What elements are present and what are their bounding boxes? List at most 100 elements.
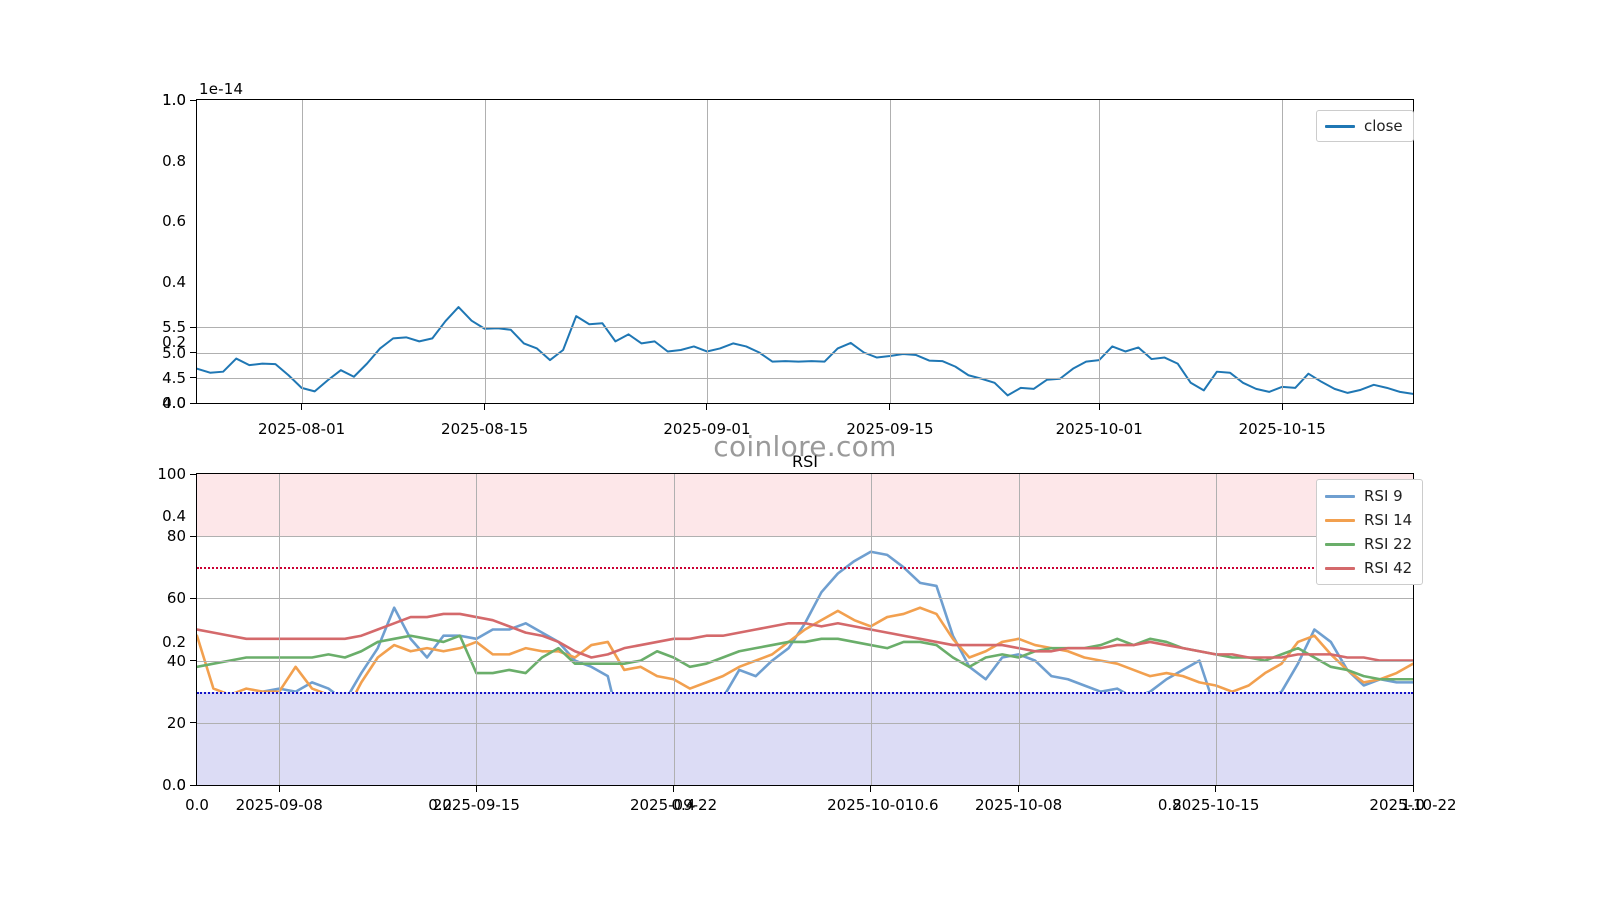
price-line-svg [197, 306, 1413, 397]
rsi-panel-title: RSI [792, 452, 818, 471]
price-y-tick-label: 5.5 [162, 318, 186, 337]
rsi-y-tick-mark [190, 535, 196, 537]
price-x-tick-label: 2025-09-15 [846, 420, 934, 438]
legend-label-rsi-22: RSI 22 [1364, 535, 1413, 553]
price-gridline-v [301, 100, 303, 403]
rsi-y-tick-label: 20 [166, 713, 186, 732]
legend-row-rsi-42[interactable]: RSI 42 [1325, 559, 1412, 577]
rsi-y-tick-label-secondary: 0.2 [162, 632, 186, 651]
rsi-y-tick-mark [190, 722, 196, 724]
rsi-x-tick-label-normalized: 0.4 [671, 796, 696, 814]
rsi-gridline-v [870, 474, 872, 785]
rsi-x-tick-mark [673, 786, 675, 792]
price-x-tick-mark [889, 404, 891, 410]
rsi-chart-legend[interactable]: RSI 9 RSI 14 RSI 22 RSI 42 [1316, 479, 1424, 585]
price-gridline-h [197, 352, 1413, 354]
rsi-x-tick-label: 2025-10-01 [827, 796, 915, 814]
price-x-tick-mark [706, 404, 708, 410]
price-y-tick-mark [190, 402, 196, 404]
price-gridline-v [889, 100, 891, 403]
rsi-x-tick-label-normalized: 0.2 [428, 796, 453, 814]
rsi-x-tick-mark [1215, 786, 1217, 792]
legend-label-close: close [1364, 117, 1403, 135]
price-y-tick-label-secondary: 0.2 [162, 333, 186, 352]
price-y-tick-label: 4.0 [162, 394, 186, 412]
legend-row-rsi-22[interactable]: RSI 22 [1325, 535, 1412, 553]
price-series-close [197, 306, 1413, 397]
rsi-gridline-h [197, 598, 1413, 600]
legend-label-rsi-42: RSI 42 [1364, 559, 1413, 577]
rsi-gridline-h [197, 660, 1413, 662]
rsi-x-tick-label-normalized: 0.0 [185, 796, 209, 814]
rsi-x-tick-label-normalized: 0.6 [914, 796, 939, 814]
rsi-gridline-h [197, 536, 1413, 538]
rsi-y-tick-label: 60 [166, 589, 186, 608]
watermark-coinlore: coinlore.com [713, 430, 897, 463]
rsi-series-rsi-42 [197, 612, 1413, 662]
rsi-x-tick-label: 2025-09-08 [235, 796, 323, 814]
rsi-gridline-v [476, 474, 478, 785]
rsi-x-tick-mark [1412, 786, 1414, 792]
price-chart-legend[interactable]: close [1316, 110, 1414, 142]
rsi-gridline-h [197, 722, 1413, 724]
rsi-x-tick-label-normalized: 0.8 [1157, 796, 1182, 814]
price-x-tick-mark [301, 404, 303, 410]
price-x-tick-label: 2025-08-15 [441, 420, 529, 438]
legend-swatch-rsi-9 [1325, 494, 1355, 498]
price-x-tick-label: 2025-10-01 [1055, 420, 1143, 438]
price-y-tick-label-secondary: 0.6 [162, 212, 186, 231]
rsi-x-tick-mark [278, 786, 280, 792]
legend-swatch-rsi-42 [1325, 566, 1355, 570]
price-y-tick-label: 1.0 [162, 91, 186, 109]
price-y-tick-label-secondary: 0.4 [162, 272, 186, 291]
price-x-tick-label: 2025-08-01 [258, 420, 346, 438]
price-y-tick-label: 4.5 [162, 368, 186, 387]
rsi-gridline-v [279, 474, 281, 785]
rsi-x-tick-mark [1018, 786, 1020, 792]
price-y-tick-mark [190, 326, 196, 328]
rsi-gridline-v [673, 474, 675, 785]
rsi-y-tick-label: 40 [166, 651, 186, 670]
price-gridline-h [197, 377, 1413, 379]
price-x-tick-mark [1098, 404, 1100, 410]
rsi-x-tick-mark [475, 786, 477, 792]
oversold-threshold-line [197, 691, 1413, 694]
rsi-y-tick-mark [190, 597, 196, 599]
rsi-series-rsi-14 [197, 606, 1413, 715]
price-y-tick-label-secondary: 0.8 [162, 151, 186, 170]
rsi-gridline-v [1018, 474, 1020, 785]
price-gridline-v [1099, 100, 1101, 403]
rsi-x-tick-label: 2025-10-22 [1369, 796, 1457, 814]
price-chart-plot-area [196, 99, 1414, 404]
overbought-threshold-line [197, 567, 1413, 570]
price-gridline-v [484, 100, 486, 403]
price-x-tick-mark [1281, 404, 1283, 410]
rsi-y-tick-label: 80 [166, 527, 186, 546]
rsi-y-tick-label: 0 [176, 776, 186, 794]
price-y-tick-label-secondary: 1.0 [162, 91, 186, 109]
price-y-tick-mark [190, 352, 196, 353]
legend-row-rsi-9[interactable]: RSI 9 [1325, 487, 1412, 505]
rsi-y-tick-mark [190, 473, 196, 475]
price-x-tick-label: 2025-10-15 [1238, 420, 1326, 438]
legend-row-rsi-14[interactable]: RSI 14 [1325, 511, 1412, 529]
legend-label-rsi-14: RSI 14 [1364, 511, 1413, 529]
price-y-tick-mark [190, 377, 196, 379]
rsi-x-tick-mark [870, 786, 872, 792]
rsi-x-tick-label-normalized: 1.0 [1401, 796, 1425, 814]
rsi-x-tick-label: 2025-10-08 [975, 796, 1063, 814]
price-x-tick-label: 2025-09-01 [663, 420, 751, 438]
price-gridline-v [1282, 100, 1284, 403]
rsi-line-svg [197, 550, 1413, 753]
rsi-x-tick-label: 2025-09-15 [432, 796, 520, 814]
rsi-y-tick-mark [190, 784, 196, 786]
rsi-y-tick-label-secondary: 0.4 [162, 506, 186, 525]
rsi-y-tick-label: 100 [157, 465, 186, 483]
legend-label-rsi-9: RSI 9 [1364, 487, 1403, 505]
rsi-x-tick-label: 2025-10-15 [1172, 796, 1260, 814]
price-y-axis-offset-label: 1e-14 [199, 80, 244, 98]
price-y-tick-mark [190, 99, 196, 101]
price-gridline-h [197, 327, 1413, 329]
price-y-tick-label-secondary: 0.0 [162, 394, 186, 412]
legend-swatch-close [1325, 124, 1355, 128]
